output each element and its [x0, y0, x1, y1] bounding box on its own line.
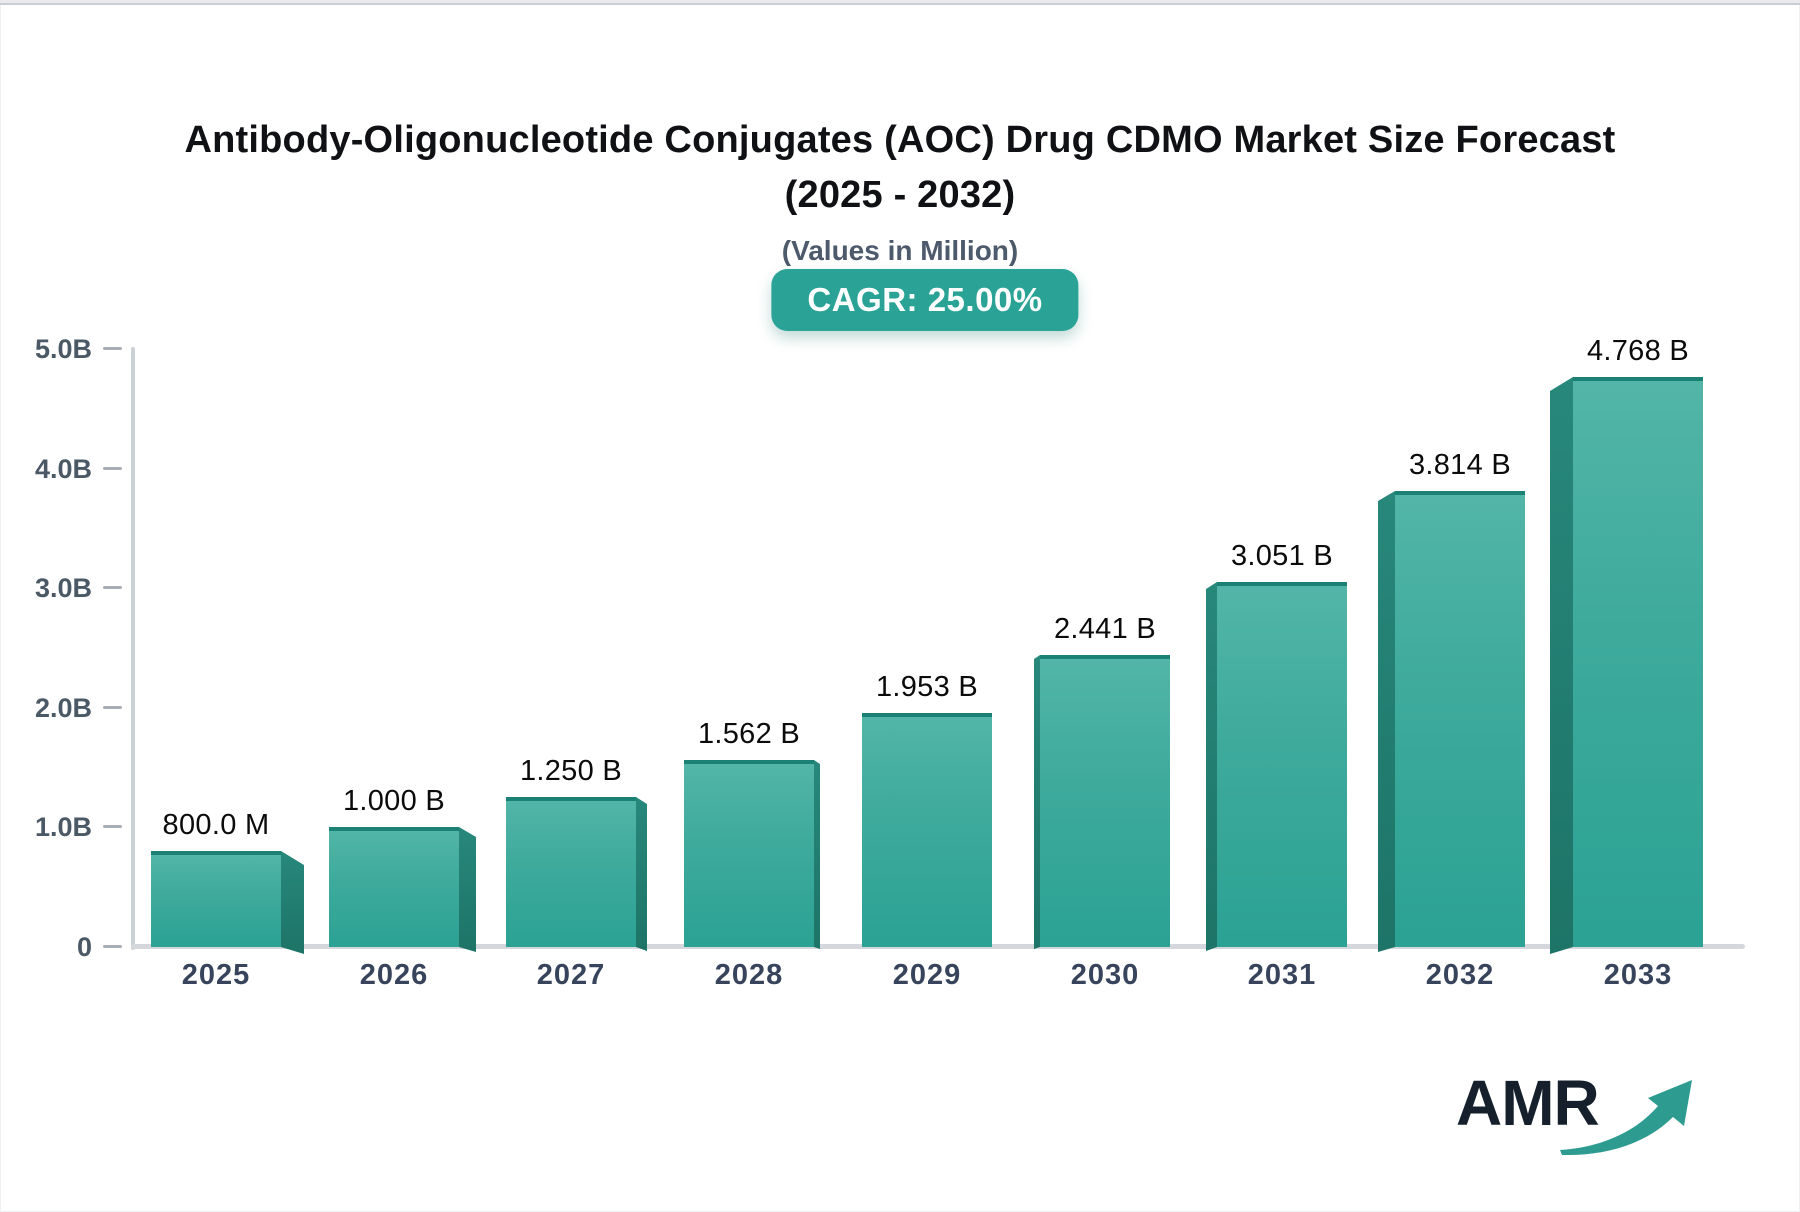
x-axis-label-2029: 2029 [892, 959, 962, 991]
bar-value-label-2026: 1.000 B [342, 785, 446, 817]
logo-growth-arrow-icon [1560, 1080, 1692, 1156]
bar-value-label-2031: 3.051 B [1230, 540, 1334, 572]
y-tick-label-3.0B: 3.0B [34, 573, 92, 604]
bar-value-label-2027: 1.250 B [519, 755, 623, 787]
bar-side-face-2030 [1034, 655, 1040, 949]
bar-value-label-2033: 4.768 B [1586, 335, 1690, 367]
y-tick-label-5.0B: 5.0B [34, 334, 92, 364]
bar-value-label-2028: 1.562 B [697, 718, 801, 750]
bar-front-face-2029 [862, 713, 992, 947]
y-tick-mark-2.0B [103, 705, 122, 709]
bar-value-label-2032: 3.814 B [1408, 449, 1512, 481]
x-axis-label-2028: 2028 [714, 959, 784, 991]
chart-title-line1: Antibody-Oligonucleotide Conjugates (AOC… [184, 119, 1616, 161]
bar-front-face-2025 [151, 851, 281, 947]
x-axis-label-2032: 2032 [1425, 959, 1495, 991]
bar-front-face-2027 [506, 797, 636, 947]
bar-front-face-2033 [1573, 377, 1703, 947]
amr-logo-text: AMR [1456, 1067, 1600, 1139]
x-axis-label-2030: 2030 [1070, 959, 1140, 991]
bar-2031[interactable]: 3.051 B [1206, 540, 1347, 951]
y-tick-mark-3.0B [103, 586, 122, 590]
bar-2033[interactable]: 4.768 B [1550, 335, 1703, 954]
y-tick-label-2.0B: 2.0B [34, 692, 92, 723]
bar-front-face-2026 [329, 827, 459, 947]
bar-value-label-2029: 1.953 B [875, 671, 979, 703]
bar-value-label-2030: 2.441 B [1053, 613, 1157, 645]
bar-2027[interactable]: 1.250 B [506, 755, 647, 951]
chart-subtitle: (Values in Million) [781, 235, 1019, 266]
y-axis-line [131, 347, 135, 950]
bar-front-face-2031 [1217, 582, 1347, 947]
bar-side-face-2028 [814, 760, 820, 949]
y-tick-label-4.0B: 4.0B [34, 453, 92, 484]
bar-side-face-2026 [459, 827, 476, 952]
y-tick-mark-5.0B [103, 347, 122, 350]
bar-side-face-2025 [281, 851, 304, 954]
bar-front-face-2028 [684, 760, 814, 947]
y-tick-mark-1.0B [103, 825, 122, 829]
bar-side-face-2031 [1206, 582, 1217, 951]
bar-side-face-2033 [1550, 377, 1573, 954]
x-axis-label-2025: 2025 [181, 959, 251, 991]
bar-2028[interactable]: 1.562 B [684, 718, 820, 949]
x-axis-label-2033: 2033 [1603, 959, 1673, 991]
chart-title-line2: (2025 - 2032) [784, 174, 1016, 216]
y-tick-mark-0 [103, 945, 122, 948]
bar-side-face-2032 [1378, 491, 1395, 952]
y-tick-label-1.0B: 1.0B [34, 812, 92, 843]
y-tick-mark-4.0B [103, 466, 122, 470]
bar-value-label-2025: 800.0 M [162, 809, 270, 841]
cagr-badge: CAGR: 25.00% [771, 269, 1079, 331]
bar-2029[interactable]: 1.953 B [862, 671, 992, 947]
amr-logo: AMR [1456, 1058, 1716, 1166]
bar-2026[interactable]: 1.000 B [329, 785, 476, 952]
x-axis-label-2031: 2031 [1247, 959, 1317, 991]
bar-front-face-2032 [1395, 491, 1525, 947]
bar-2030[interactable]: 2.441 B [1034, 613, 1170, 949]
bar-2025[interactable]: 800.0 M [151, 809, 304, 954]
bar-chart-plot: 5.0B 4.0B 3.0B 2.0B 1.0B 0 800.0 M 2025 1.000 B 2… [0, 3, 1800, 1212]
bar-2032[interactable]: 3.814 B [1378, 449, 1525, 952]
bar-front-face-2030 [1040, 655, 1170, 947]
y-tick-label-0: 0 [76, 932, 92, 962]
bar-side-face-2027 [636, 797, 647, 951]
x-axis-label-2027: 2027 [536, 959, 606, 991]
x-axis-label-2026: 2026 [359, 959, 429, 991]
